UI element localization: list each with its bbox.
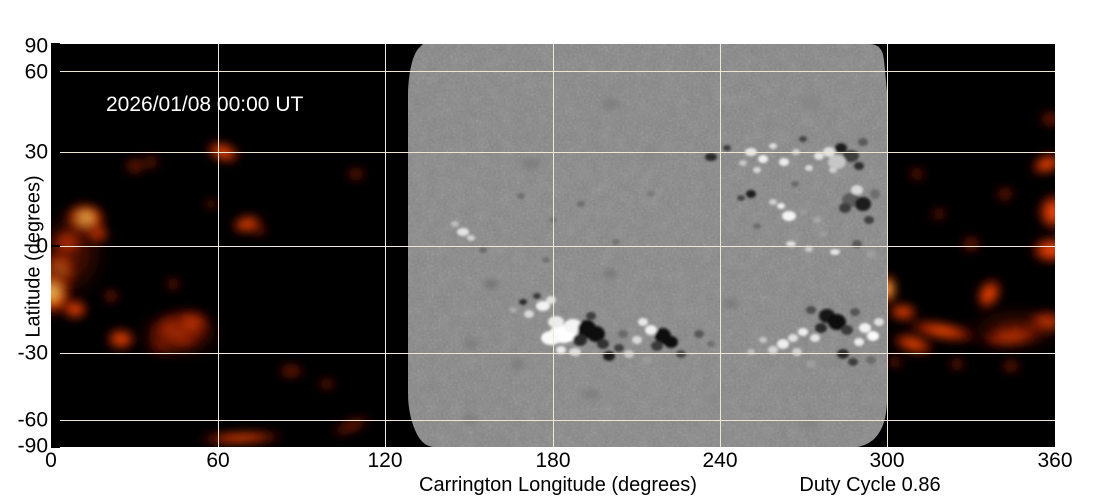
xtick-label-240: 240 bbox=[702, 449, 738, 472]
ytick-label-m30: -30 bbox=[17, 341, 48, 365]
ytick-mark-0 bbox=[51, 245, 60, 247]
xtick-label-120: 120 bbox=[367, 449, 403, 472]
plot-area[interactable]: 2026/01/08 00:00 UT NISP bbox=[51, 44, 1055, 447]
ytick-mark-m90 bbox=[51, 446, 60, 448]
ytick-mark-30 bbox=[51, 151, 60, 153]
ytick-label-60: 60 bbox=[24, 60, 48, 84]
magnetogram-band bbox=[51, 44, 1055, 447]
timestamp-label: 2026/01/08 00:00 UT bbox=[106, 93, 304, 116]
xtick-label-360: 360 bbox=[1037, 449, 1073, 472]
ytick-mark-60 bbox=[51, 70, 60, 72]
x-axis-label: Carrington Longitude (degrees) bbox=[419, 474, 697, 496]
xtick-label-300: 300 bbox=[869, 449, 905, 472]
y-axis-label: Latitude (degrees) bbox=[22, 175, 45, 338]
magnetogram-svg bbox=[408, 44, 887, 447]
ytick-label-90: 90 bbox=[24, 34, 48, 58]
xtick-label-60: 60 bbox=[206, 449, 230, 472]
ytick-mark-90 bbox=[51, 43, 60, 45]
xtick-label-180: 180 bbox=[535, 449, 571, 472]
ytick-label-0: 0 bbox=[36, 234, 48, 258]
ytick-mark-m30 bbox=[51, 352, 60, 354]
ytick-label-m90: -90 bbox=[17, 434, 48, 458]
ytick-mark-m60 bbox=[51, 419, 60, 421]
duty-cycle-label: Duty Cycle 0.86 bbox=[799, 474, 941, 496]
ytick-label-30: 30 bbox=[24, 140, 48, 164]
xtick-label-0: 0 bbox=[45, 449, 57, 472]
ytick-label-m60: -60 bbox=[17, 408, 48, 432]
